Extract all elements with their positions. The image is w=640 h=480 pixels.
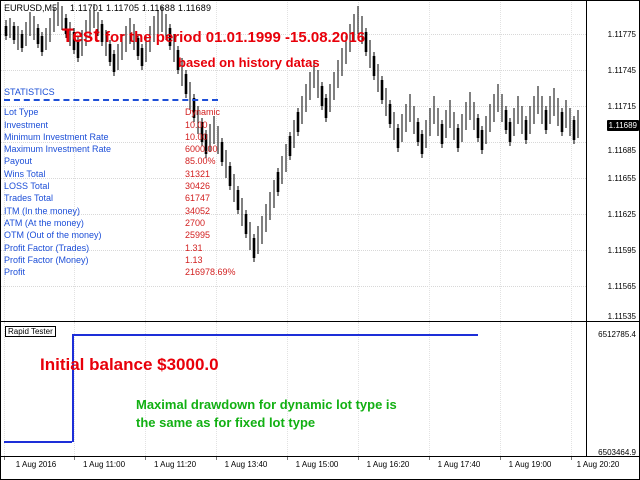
annotation-title-prefix: Test [62,26,100,47]
time-tick: 1 Aug 11:20 [153,460,197,469]
time-tick: 1 Aug 15:00 [295,460,339,469]
stats-key: ITM (In the money) [4,205,81,216]
time-tick: 1 Aug 16:20 [366,460,410,469]
stats-row: LOSS Total 30426 [4,180,210,192]
stats-key: Payout [4,156,33,167]
stats-key: Profit Factor (Money) [4,254,89,265]
stats-value: 30426 [185,181,211,192]
stats-value: 2700 [185,217,206,228]
annotation-drawdown-line2: the same as for fixed lot type [136,415,316,430]
stats-value: 216978.69% [185,267,236,278]
annotation-drawdown: Maximal drawdown for dynamic lot type is… [136,396,397,432]
stats-key: ATM (At the money) [4,217,84,228]
stats-key: Profit [4,267,26,278]
price-axis[interactable]: 1.11775 1.11745 1.11715 1.11685 1.11655 … [586,0,640,457]
stats-key: OTM (Out of the money) [4,230,102,241]
stats-key: Wins Total [4,168,46,179]
stats-value: 1.13 [185,254,203,265]
stats-row: Profit 216978.69% [4,266,236,278]
balance-line-low [4,441,72,443]
price-tick: 1.11775 [607,30,636,39]
stats-row: Profit Factor (Money) 1.13 [4,254,203,266]
annotation-drawdown-line1: Maximal drawdown for dynamic lot type is [136,397,397,412]
symbol-label: EURUSD,M5 [4,3,58,13]
time-tick: 1 Aug 19:00 [508,460,552,469]
time-tick: 1 Aug 13:40 [224,460,268,469]
stats-row: Lot Type Dynamic [4,106,220,118]
annotation-title-main: for the period 01.01.1999 -15.08.2016 [104,29,366,46]
indicator-pane [0,322,640,457]
stats-value: 10.00 [185,119,208,130]
indicator-name-label: Rapid Tester [5,326,56,337]
stats-row: Maximum Investment Rate 6000.00 [4,143,218,155]
stats-value: 10.00 [185,131,208,142]
stats-value: 31321 [185,168,211,179]
annotation-balance: Initial balance $3000.0 [40,355,219,374]
price-tick: 1.11715 [607,102,636,111]
price-tick: 1.11565 [607,282,636,291]
stats-value: 6000.00 [185,144,218,155]
statistics-header: STATISTICS [4,87,55,97]
balance-line-high [72,334,478,336]
statistics-block: STATISTICS Lot Type Dynamic Investment 10.… [4,86,236,278]
stats-value: 34052 [185,205,211,216]
stats-value: 25995 [185,230,211,241]
stats-key: Minimum Investment Rate [4,131,109,142]
time-tick: 1 Aug 2016 [15,460,57,469]
annotation-title: Test for the period 01.01.1999 -15.08.20… [62,26,365,48]
candlestick-series [4,2,579,262]
stats-key: Trades Total [4,193,54,204]
stats-key: LOSS Total [4,181,50,192]
annotation-subtitle: based on history datas [178,55,320,70]
current-price-tag: 1.11689 [606,120,639,131]
indicator-max-tick: 6512785.4 [598,330,636,339]
ohlc-readout: 1.11701 1.11705 1.11688 1.11689 [70,3,212,13]
price-tick: 1.11595 [607,246,636,255]
stats-row: Trades Total 61747 [4,192,210,204]
stats-key: Maximum Investment Rate [4,144,112,155]
stats-divider [4,99,218,101]
stats-value: Dynamic [185,107,221,118]
stats-row: Minimum Investment Rate 10.00 [4,131,208,143]
balance-line-step [72,334,74,442]
price-tick: 1.11535 [607,312,636,321]
price-pane: EURUSD,M5 1.11701 1.11705 1.11688 1.1168… [0,0,640,322]
stats-row: Payout 85.00% [4,155,216,167]
price-tick: 1.11685 [607,146,636,155]
time-tick: 1 Aug 20:20 [576,460,620,469]
stats-value: 1.31 [185,242,203,253]
time-axis[interactable]: 1 Aug 2016 1 Aug 11:00 1 Aug 11:20 1 Aug… [0,457,640,479]
price-tick: 1.11745 [607,66,636,75]
price-tick: 1.11655 [607,174,636,183]
price-tick: 1.11625 [607,210,636,219]
stats-value: 85.00% [185,156,216,167]
stats-row: Profit Factor (Trades) 1.31 [4,242,203,254]
stats-key: Profit Factor (Trades) [4,242,90,253]
stats-row: OTM (Out of the money) 25995 [4,229,210,241]
stats-row: ITM (In the money) 34052 [4,205,210,217]
indicator-min-tick: 6503464.9 [598,448,636,457]
time-tick: 1 Aug 11:00 [82,460,126,469]
stats-row: Wins Total 31321 [4,168,210,180]
stats-row: ATM (At the money) 2700 [4,217,205,229]
stats-value: 61747 [185,193,211,204]
time-tick: 1 Aug 17:40 [437,460,481,469]
stats-key: Lot Type [4,107,39,118]
stats-row: Investment 10.00 [4,119,208,131]
stats-key: Investment [4,119,49,130]
